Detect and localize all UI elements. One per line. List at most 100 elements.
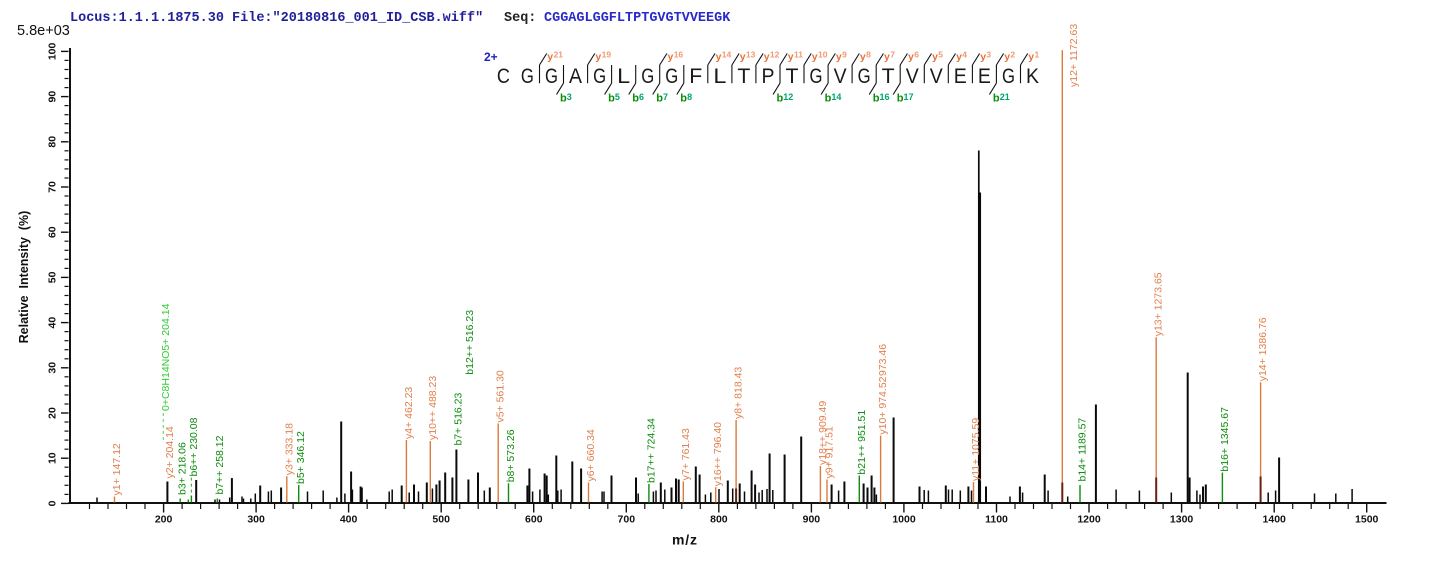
svg-text:y10+ 974.52: y10+ 974.52	[877, 376, 889, 434]
svg-text:b6++ 230.08: b6++ 230.08	[188, 417, 200, 476]
svg-text:400: 400	[340, 514, 358, 526]
svg-text:3: 3	[986, 50, 991, 60]
svg-text:5: 5	[938, 50, 943, 60]
svg-text:G: G	[593, 65, 606, 88]
svg-text:b16+ 1345.67: b16+ 1345.67	[1219, 407, 1231, 472]
svg-text:y: y	[908, 51, 914, 63]
svg-text:1: 1	[1035, 50, 1040, 60]
svg-text:2+: 2+	[484, 50, 498, 64]
svg-text:b: b	[897, 93, 904, 105]
svg-text:16: 16	[674, 50, 684, 60]
svg-text:b: b	[777, 93, 784, 105]
svg-text:E: E	[978, 65, 991, 88]
svg-text:0: 0	[47, 500, 59, 506]
svg-text:y: y	[860, 51, 866, 63]
svg-text:1000: 1000	[892, 514, 916, 526]
svg-text:60: 60	[47, 226, 59, 238]
svg-text:b: b	[873, 93, 880, 105]
svg-text:K: K	[1026, 65, 1039, 88]
svg-text:50: 50	[47, 271, 59, 283]
svg-text:Locus:1.1.1.1875.30 File:"2018: Locus:1.1.1.1875.30 File:"20180816_001_I…	[70, 11, 483, 26]
svg-text:m/z: m/z	[672, 532, 698, 548]
svg-text:8: 8	[687, 92, 692, 102]
svg-text:1400: 1400	[1263, 514, 1287, 526]
svg-text:y16++ 796.40: y16++ 796.40	[712, 422, 724, 486]
svg-text:L: L	[713, 65, 726, 88]
svg-text:12: 12	[783, 92, 793, 102]
svg-text:70: 70	[47, 181, 59, 193]
svg-text:40: 40	[47, 317, 59, 329]
svg-text:CGGAGLGGFLTPTGVGTVVEEGK: CGGAGLGGFLTPTGVGTVVEEGK	[544, 11, 731, 26]
svg-text:300: 300	[247, 514, 265, 526]
svg-text:y: y	[1028, 51, 1034, 63]
svg-text:P: P	[762, 65, 775, 88]
svg-text:G: G	[665, 65, 678, 88]
svg-text:b: b	[608, 93, 615, 105]
svg-text:y: y	[884, 51, 890, 63]
svg-text:y2+ 204.14: y2+ 204.14	[164, 426, 176, 478]
svg-text:y: y	[836, 51, 842, 63]
svg-text:19: 19	[602, 50, 612, 60]
svg-text:E: E	[954, 65, 967, 88]
svg-text:600: 600	[525, 514, 543, 526]
svg-text:F: F	[689, 65, 702, 88]
svg-text:y14+ 1386.76: y14+ 1386.76	[1257, 317, 1269, 381]
svg-text:G: G	[545, 65, 558, 88]
svg-text:b: b	[993, 93, 1000, 105]
svg-text:y3+ 333.18: y3+ 333.18	[283, 423, 295, 475]
svg-text:9: 9	[842, 50, 847, 60]
svg-text:b5+ 346.12: b5+ 346.12	[295, 431, 307, 484]
svg-text:700: 700	[618, 514, 636, 526]
svg-text:y: y	[980, 51, 986, 63]
svg-text:y: y	[764, 51, 770, 63]
svg-text:G: G	[858, 65, 871, 88]
svg-text:b: b	[632, 93, 639, 105]
svg-text:1300: 1300	[1170, 514, 1194, 526]
svg-text:80: 80	[47, 136, 59, 148]
svg-text:b3+ 218.06: b3+ 218.06	[177, 442, 189, 495]
svg-text:y11+ 1075.59: y11+ 1075.59	[970, 418, 982, 481]
svg-text:v5+ 561.30: v5+ 561.30	[495, 370, 507, 422]
svg-text:17: 17	[904, 92, 914, 102]
svg-text:y7+ 761.43: y7+ 761.43	[680, 428, 692, 480]
svg-text:y: y	[932, 51, 938, 63]
svg-text:5: 5	[615, 92, 620, 102]
svg-text:y9+ 917.51: y9+ 917.51	[824, 426, 836, 478]
svg-text:L: L	[617, 65, 630, 88]
svg-text:30: 30	[47, 362, 59, 374]
svg-text:y: y	[595, 51, 601, 63]
svg-text:0+C8H14NO5+ 204.14: 0+C8H14NO5+ 204.14	[160, 303, 172, 411]
svg-text:V: V	[930, 65, 943, 88]
svg-text:973.46: 973.46	[877, 344, 889, 376]
svg-text:2: 2	[1010, 50, 1015, 60]
svg-text:b: b	[656, 93, 663, 105]
svg-text:y1+ 147.12: y1+ 147.12	[111, 443, 123, 495]
svg-text:Seq:: Seq:	[504, 11, 536, 26]
svg-text:900: 900	[803, 514, 821, 526]
svg-text:b17++ 724.34: b17++ 724.34	[645, 418, 657, 483]
svg-text:y: y	[547, 51, 553, 63]
svg-text:1100: 1100	[985, 514, 1008, 526]
svg-text:14: 14	[722, 50, 732, 60]
svg-text:y13+ 1273.65: y13+ 1273.65	[1153, 272, 1165, 336]
svg-text:T: T	[786, 65, 799, 88]
svg-text:13: 13	[746, 50, 756, 60]
svg-text:V: V	[906, 65, 919, 88]
svg-text:1200: 1200	[1077, 514, 1101, 526]
svg-text:10: 10	[47, 452, 59, 464]
svg-text:y: y	[716, 51, 722, 63]
svg-text:G: G	[1002, 65, 1015, 88]
svg-text:Relative Intensity (%): Relative Intensity (%)	[17, 211, 31, 344]
svg-text:5.8e+03: 5.8e+03	[17, 23, 70, 39]
svg-text:20: 20	[47, 407, 59, 419]
svg-text:800: 800	[710, 514, 728, 526]
svg-text:21: 21	[1000, 92, 1010, 102]
svg-text:14: 14	[831, 92, 841, 102]
svg-text:10: 10	[818, 50, 828, 60]
svg-text:b21++ 951.51: b21++ 951.51	[856, 410, 868, 475]
svg-text:G: G	[521, 65, 534, 88]
svg-text:b12++ 516.23: b12++ 516.23	[464, 310, 476, 375]
svg-text:6: 6	[914, 50, 919, 60]
svg-text:8: 8	[866, 50, 871, 60]
svg-text:7: 7	[663, 92, 668, 102]
